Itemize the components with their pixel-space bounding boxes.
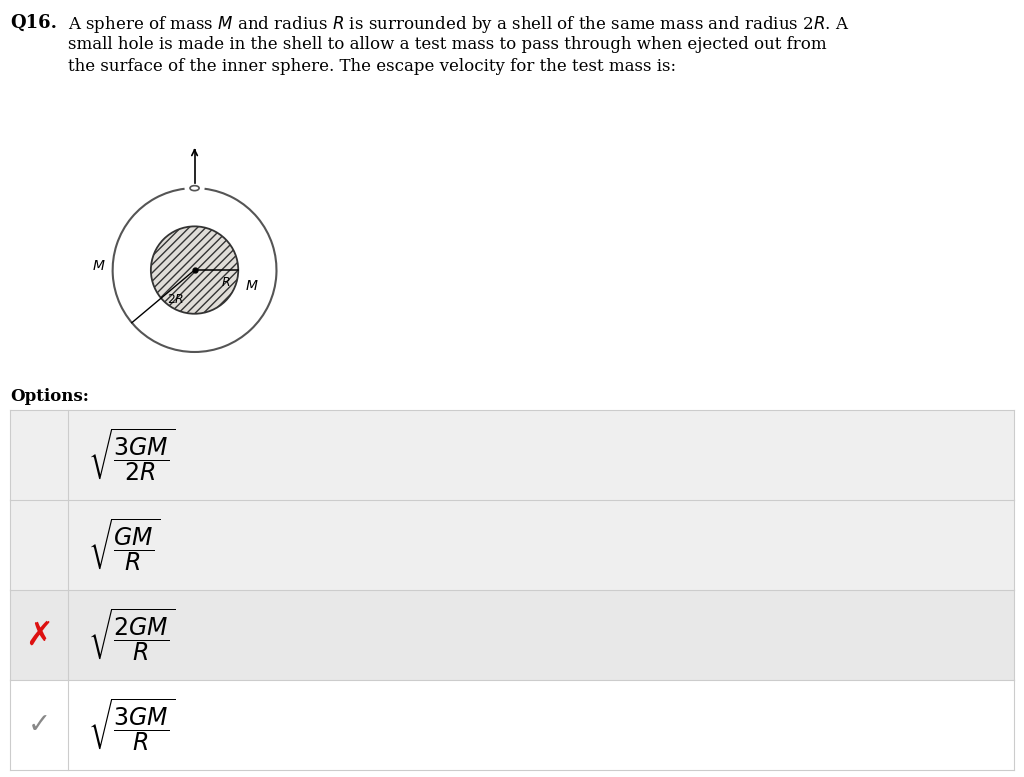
Bar <box>10 590 1014 680</box>
Text: small hole is made in the shell to allow a test mass to pass through when ejecte: small hole is made in the shell to allow… <box>68 36 826 53</box>
Bar <box>10 680 1014 770</box>
Ellipse shape <box>190 186 199 190</box>
Circle shape <box>151 226 239 314</box>
Text: $\sqrt{\dfrac{3GM}{2R}}$: $\sqrt{\dfrac{3GM}{2R}}$ <box>88 427 175 483</box>
Text: Options:: Options: <box>10 388 89 405</box>
Text: $M$: $M$ <box>92 259 105 273</box>
Text: $R$: $R$ <box>221 277 230 290</box>
Text: $2R$: $2R$ <box>167 293 184 306</box>
Text: $\sqrt{\dfrac{2GM}{R}}$: $\sqrt{\dfrac{2GM}{R}}$ <box>88 606 175 664</box>
Text: $M$: $M$ <box>245 280 258 294</box>
Text: ✓: ✓ <box>28 711 50 739</box>
Text: $\sqrt{\dfrac{3GM}{R}}$: $\sqrt{\dfrac{3GM}{R}}$ <box>88 696 175 754</box>
Text: the surface of the inner sphere. The escape velocity for the test mass is:: the surface of the inner sphere. The esc… <box>68 58 676 75</box>
Text: Q16.: Q16. <box>10 14 57 32</box>
Text: $\sqrt{\dfrac{GM}{R}}$: $\sqrt{\dfrac{GM}{R}}$ <box>88 517 160 573</box>
Text: A sphere of mass $M$ and radius $R$ is surrounded by a shell of the same mass an: A sphere of mass $M$ and radius $R$ is s… <box>68 14 850 35</box>
Bar <box>10 500 1014 590</box>
Text: ✗: ✗ <box>25 618 53 651</box>
Bar <box>10 410 1014 500</box>
